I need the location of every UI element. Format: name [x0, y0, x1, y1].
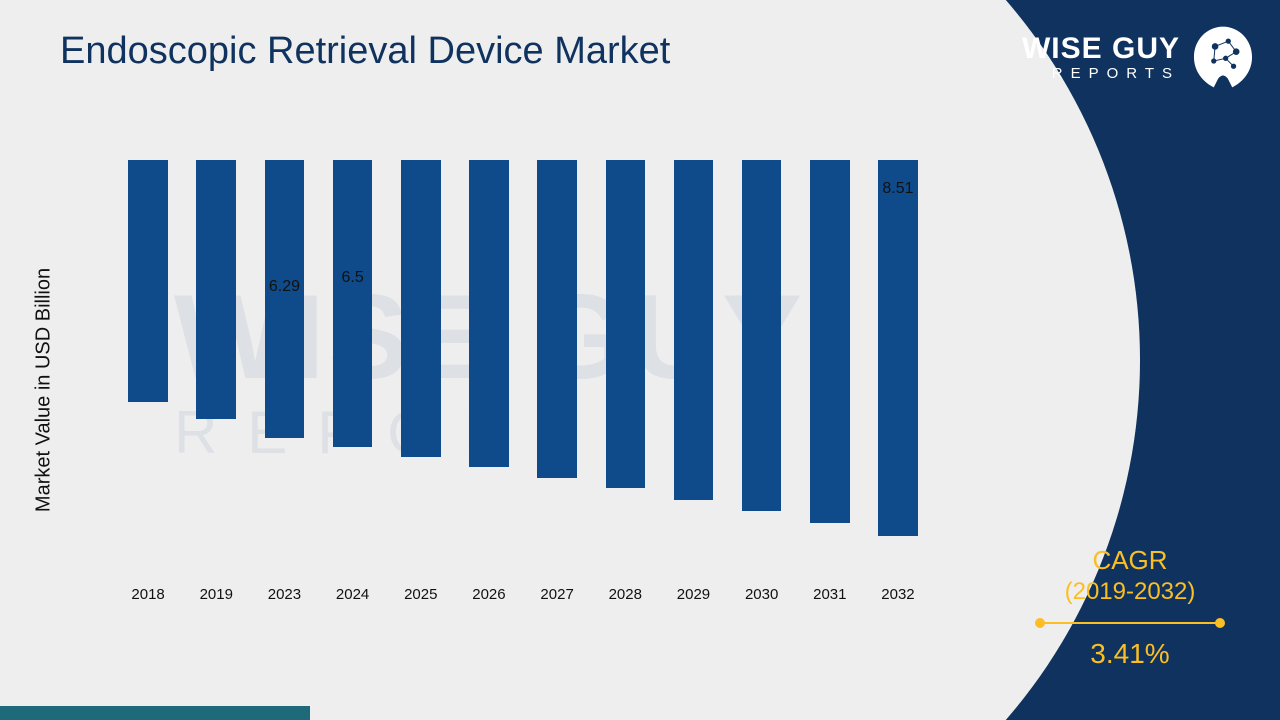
chart-title: Endoscopic Retrieval Device Market: [60, 30, 670, 73]
cagr-block: CAGR (2019-2032) 3.41%: [1020, 545, 1240, 670]
x-axis-labels: 2018201920232024202520262027202820292030…: [106, 580, 940, 620]
bar: [469, 160, 509, 467]
bar: [537, 160, 577, 478]
bar-col: [728, 160, 796, 580]
bar-col: 6.29: [250, 160, 318, 580]
x-axis-label: 2031: [796, 580, 864, 620]
x-axis-label: 2032: [864, 580, 932, 620]
y-axis-label: Market Value in USD Billion: [33, 268, 56, 512]
bar-col: [387, 160, 455, 580]
brand-logo-icon: [1190, 24, 1256, 90]
bar: [674, 160, 714, 500]
cagr-range: (2019-2032): [1020, 578, 1240, 606]
x-axis-label: 2029: [659, 580, 727, 620]
bar-col: [659, 160, 727, 580]
x-axis-label: 2024: [319, 580, 387, 620]
accent-strip: [0, 706, 310, 720]
stage: WISE GUY REPORTS Endoscopic Retrieval De…: [0, 0, 1280, 720]
bar: [265, 160, 305, 438]
bar-value-label: 6.5: [341, 269, 363, 287]
cagr-value: 3.41%: [1020, 638, 1240, 670]
bar: [401, 160, 441, 457]
bar-col: [114, 160, 182, 580]
cagr-divider: [1040, 622, 1220, 624]
bar-col: [455, 160, 523, 580]
brand-logo-text: WISE GUY REPORTS: [1022, 34, 1180, 81]
bar-col: 8.51: [864, 160, 932, 580]
bar: [606, 160, 646, 488]
bar-value-label: 8.51: [882, 180, 913, 198]
brand-logo: WISE GUY REPORTS: [1022, 24, 1256, 90]
x-axis-label: 2018: [114, 580, 182, 620]
bar-chart: Market Value in USD Billion 6.296.58.51 …: [60, 160, 940, 620]
x-axis-label: 2027: [523, 580, 591, 620]
bar-col: [796, 160, 864, 580]
bar-col: 6.5: [319, 160, 387, 580]
x-axis-label: 2030: [728, 580, 796, 620]
x-axis-label: 2023: [250, 580, 318, 620]
bar-col: [591, 160, 659, 580]
x-axis-label: 2019: [182, 580, 250, 620]
x-axis-label: 2025: [387, 580, 455, 620]
bar: [878, 160, 918, 536]
bar: [333, 160, 373, 447]
cagr-label: CAGR: [1020, 545, 1240, 576]
bar-col: [182, 160, 250, 580]
chart-plot-area: 6.29 6.5 8.51: [106, 160, 940, 580]
brand-logo-line1: WISE GUY: [1022, 34, 1180, 64]
bar-value-label: 6.29: [269, 278, 300, 296]
bar: [810, 160, 850, 523]
x-axis-label: 2028: [591, 580, 659, 620]
bar: [128, 160, 168, 402]
brand-logo-line2: REPORTS: [1052, 66, 1180, 81]
bar: [196, 160, 236, 419]
bar: [742, 160, 782, 511]
bar-col: [523, 160, 591, 580]
x-axis-label: 2026: [455, 580, 523, 620]
